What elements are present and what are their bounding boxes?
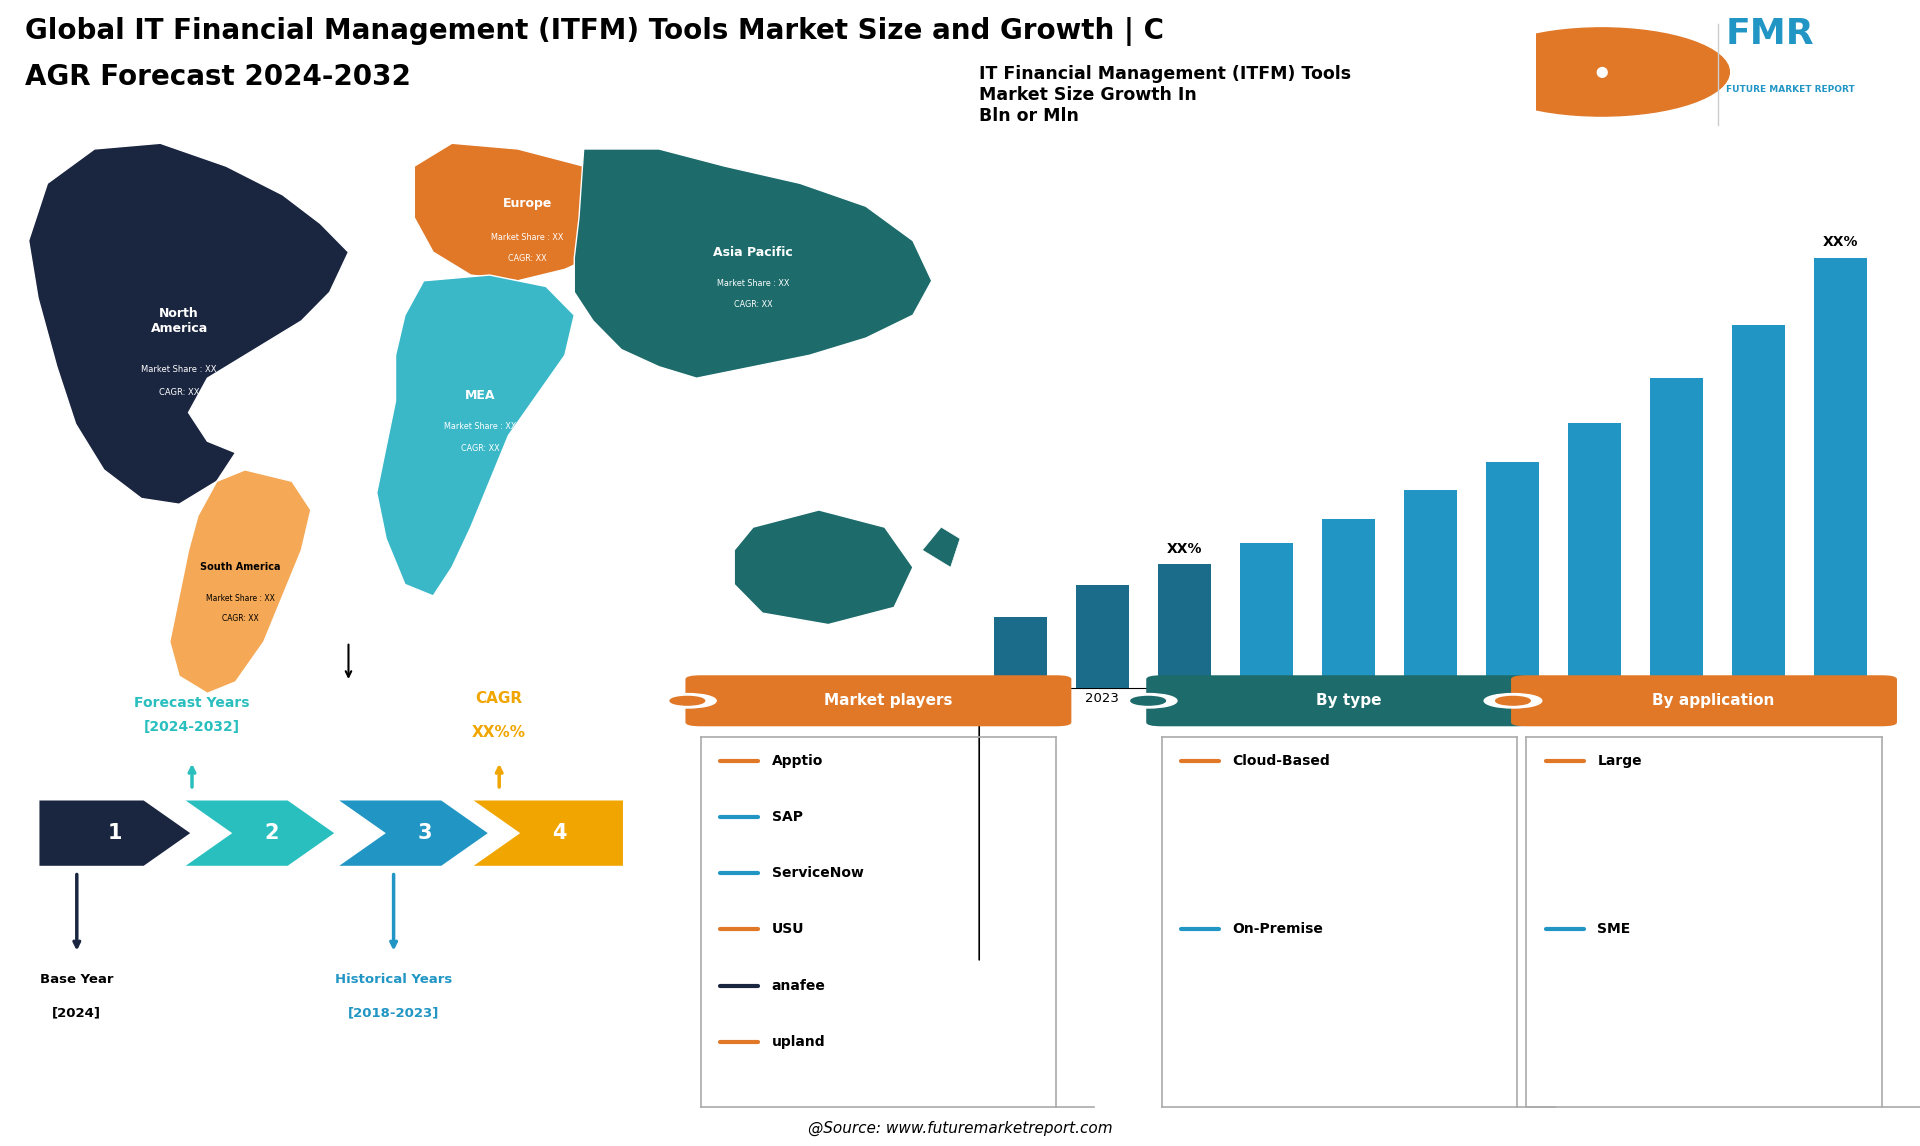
Text: [2024]: [2024]	[52, 1006, 102, 1020]
Bar	[1732, 324, 1786, 688]
Text: FUTURE MARKET REPORT: FUTURE MARKET REPORT	[1726, 85, 1855, 94]
Text: 3: 3	[417, 823, 432, 843]
Text: XX%%: XX%%	[472, 724, 526, 739]
Text: Cloud-Based: Cloud-Based	[1233, 754, 1331, 768]
Circle shape	[659, 693, 716, 708]
Bar	[1404, 490, 1457, 688]
Polygon shape	[415, 143, 639, 281]
Polygon shape	[336, 800, 490, 866]
Text: MEA: MEA	[465, 388, 495, 402]
Polygon shape	[733, 510, 914, 625]
Bar	[1649, 378, 1703, 688]
FancyBboxPatch shape	[685, 675, 1071, 727]
Text: upland: upland	[772, 1035, 826, 1049]
Text: Market Share : XX: Market Share : XX	[492, 234, 563, 242]
Text: AGR Forecast 2024-2032: AGR Forecast 2024-2032	[25, 63, 411, 91]
Text: Market players: Market players	[824, 693, 952, 708]
Text: CAGR: XX: CAGR: XX	[461, 444, 499, 453]
Text: South America: South America	[200, 563, 280, 572]
Text: XX%: XX%	[1822, 235, 1859, 250]
Text: Base Year: Base Year	[40, 973, 113, 986]
Polygon shape	[376, 275, 574, 596]
Text: Europe: Europe	[503, 197, 551, 210]
Text: Large: Large	[1597, 754, 1642, 768]
Text: Market Share : XX: Market Share : XX	[444, 423, 516, 431]
Polygon shape	[574, 149, 931, 378]
Text: @Source: www.futuremarketreport.com: @Source: www.futuremarketreport.com	[808, 1121, 1112, 1137]
Bar	[993, 618, 1046, 688]
Polygon shape	[470, 800, 624, 866]
Text: On-Premise: On-Premise	[1233, 923, 1323, 936]
Polygon shape	[922, 527, 960, 567]
Text: CAGR: XX: CAGR: XX	[509, 254, 547, 264]
Text: Global IT Financial Management (ITFM) Tools Market Size and Growth | C: Global IT Financial Management (ITFM) To…	[25, 17, 1164, 46]
Polygon shape	[169, 470, 311, 693]
Text: SAP: SAP	[772, 810, 803, 824]
Polygon shape	[29, 143, 348, 504]
Text: 1: 1	[108, 823, 123, 843]
Text: 4: 4	[551, 823, 566, 843]
Text: Apptio: Apptio	[772, 754, 824, 768]
Text: Market Share : XX: Market Share : XX	[142, 366, 217, 374]
Bar	[1814, 258, 1868, 688]
Text: 2: 2	[263, 823, 278, 843]
Text: XX%: XX%	[1167, 542, 1202, 556]
Polygon shape	[38, 800, 192, 866]
Text: SME: SME	[1597, 923, 1630, 936]
Text: anafee: anafee	[772, 979, 826, 992]
Circle shape	[1484, 693, 1542, 708]
Text: By type: By type	[1315, 693, 1382, 708]
Text: CAGR: XX: CAGR: XX	[733, 300, 772, 309]
Polygon shape	[182, 800, 336, 866]
Circle shape	[1119, 693, 1177, 708]
Text: Historical Years: Historical Years	[334, 973, 453, 986]
Text: CAGR: XX: CAGR: XX	[159, 388, 200, 397]
Text: Market Share : XX: Market Share : XX	[716, 280, 789, 288]
Bar	[1321, 518, 1375, 688]
Text: [2024-2032]: [2024-2032]	[144, 720, 240, 735]
Bar	[1486, 462, 1540, 688]
Circle shape	[1131, 697, 1165, 705]
Text: Forecast Years: Forecast Years	[134, 696, 250, 711]
Text: CAGR: XX: CAGR: XX	[223, 614, 259, 623]
Text: CAGR: CAGR	[476, 691, 522, 706]
Text: IT Financial Management (ITFM) Tools
Market Size Growth In
Bln or Mln: IT Financial Management (ITFM) Tools Mar…	[979, 65, 1352, 125]
Text: Asia Pacific: Asia Pacific	[712, 245, 793, 259]
Circle shape	[1496, 697, 1530, 705]
Text: By application: By application	[1653, 693, 1774, 708]
Bar	[1240, 543, 1292, 688]
Text: North
America: North America	[150, 307, 207, 335]
Circle shape	[1475, 28, 1730, 116]
Text: FMR: FMR	[1726, 17, 1814, 52]
FancyBboxPatch shape	[1146, 675, 1532, 727]
Bar	[1158, 564, 1212, 688]
Text: [2018-2023]: [2018-2023]	[348, 1006, 440, 1020]
Text: Market Share : XX: Market Share : XX	[205, 595, 275, 603]
FancyBboxPatch shape	[1511, 675, 1897, 727]
Text: USU: USU	[772, 923, 804, 936]
Circle shape	[670, 697, 705, 705]
Bar	[1075, 586, 1129, 688]
Text: ⬤: ⬤	[1596, 66, 1607, 78]
Text: ServiceNow: ServiceNow	[772, 866, 864, 880]
Bar	[1569, 423, 1620, 688]
